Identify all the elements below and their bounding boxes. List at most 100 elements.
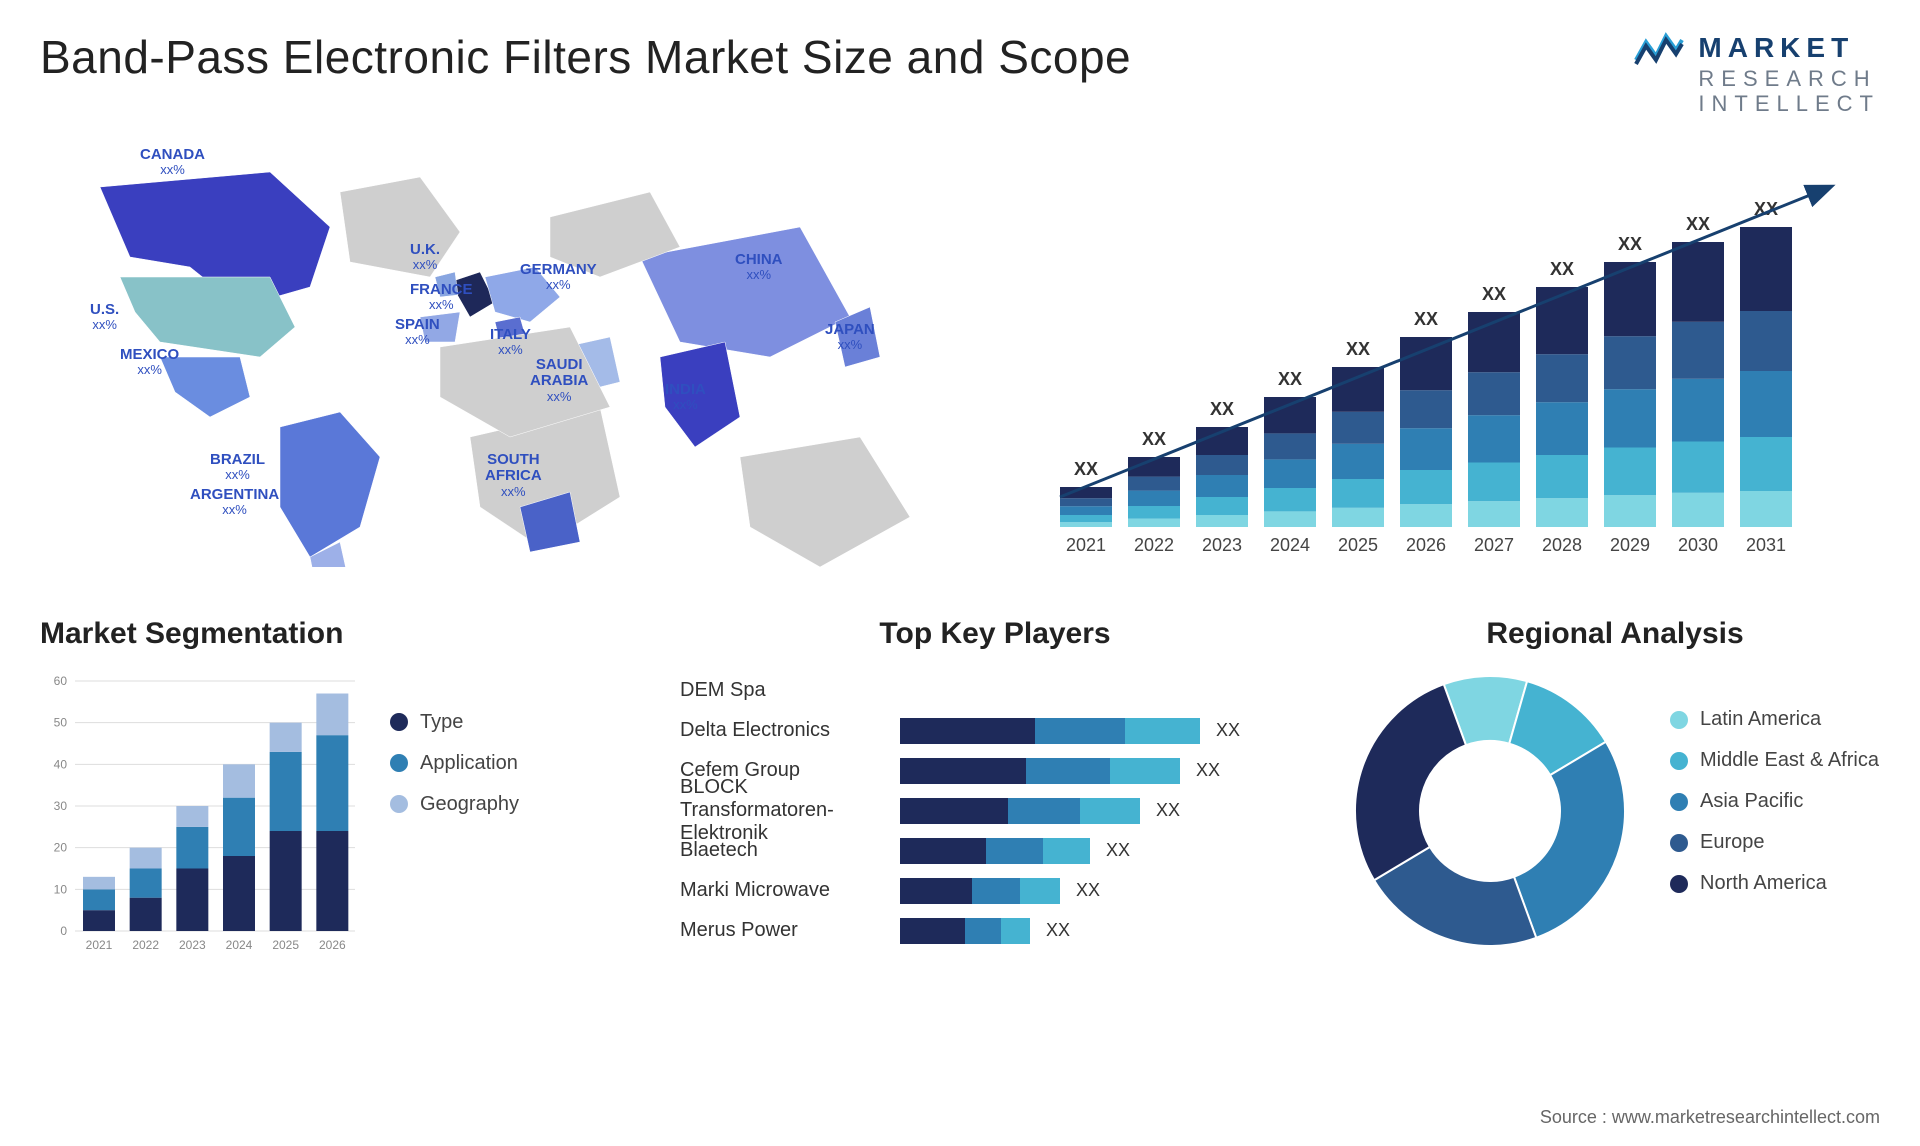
donut-chart xyxy=(1350,671,1630,951)
players-panel: Top Key Players DEM Spa Delta Electronics… xyxy=(680,617,1310,971)
svg-text:60: 60 xyxy=(54,674,68,688)
logo-text-1: MARKET xyxy=(1698,32,1854,64)
svg-text:2026: 2026 xyxy=(1406,535,1446,555)
player-value: XX xyxy=(1076,880,1100,901)
page-title: Band-Pass Electronic Filters Market Size… xyxy=(40,30,1131,84)
logo: MARKET RESEARCH INTELLECT xyxy=(1634,30,1880,117)
map-label: INDIAxx% xyxy=(665,382,706,413)
svg-text:XX: XX xyxy=(1550,259,1574,279)
player-name: Merus Power xyxy=(680,919,900,942)
player-value: XX xyxy=(1216,720,1240,741)
legend-item: Middle East & Africa xyxy=(1670,749,1879,772)
segmentation-chart: 0 10 20 30 40 50 60 2021 2022 2023 2024 2025 2026 xyxy=(40,671,370,971)
svg-text:2027: 2027 xyxy=(1474,535,1514,555)
header: Band-Pass Electronic Filters Market Size… xyxy=(40,30,1880,117)
player-value: XX xyxy=(1196,760,1220,781)
svg-text:2025: 2025 xyxy=(1338,535,1378,555)
map-label: MEXICOxx% xyxy=(120,347,179,378)
players-title: Top Key Players xyxy=(680,617,1310,651)
svg-text:2022: 2022 xyxy=(132,938,159,952)
svg-text:0: 0 xyxy=(60,924,67,938)
world-map: CANADAxx% U.S.xx%MEXICOxx% BRAZILxx% ARGENT… xyxy=(40,147,980,567)
segmentation-legend: Type Application Geography xyxy=(390,671,519,971)
svg-text:XX: XX xyxy=(1210,399,1234,419)
player-name: Marki Microwave xyxy=(680,879,900,902)
svg-text:2021: 2021 xyxy=(86,938,113,952)
regional-legend: Latin America Middle East & Africa Asia Pa… xyxy=(1670,708,1879,913)
forecast-chart: XX 2021 XX 2022 XX 2023 XX 2024 XX 2025 XX 2026 XX 20… xyxy=(1020,147,1880,567)
map-label: BRAZILxx% xyxy=(210,452,265,483)
segmentation-svg: 0 10 20 30 40 50 60 2021 2022 2023 2024 2025 2026 xyxy=(40,671,370,971)
bottom-section: Market Segmentation 0 10 20 30 40 50 60 2021 202… xyxy=(40,617,1880,971)
legend-item: Asia Pacific xyxy=(1670,790,1879,813)
svg-text:50: 50 xyxy=(54,715,68,729)
source-text: Source : www.marketresearchintellect.com xyxy=(1540,1107,1880,1128)
svg-text:XX: XX xyxy=(1686,214,1710,234)
logo-text-3: INTELLECT xyxy=(1698,91,1880,116)
map-label: SOUTHAFRICAxx% xyxy=(485,452,542,499)
segmentation-panel: Market Segmentation 0 10 20 30 40 50 60 2021 202… xyxy=(40,617,640,971)
player-name: DEM Spa xyxy=(680,679,900,702)
player-row: Delta Electronics XX xyxy=(680,711,1310,751)
map-label: ITALYxx% xyxy=(490,327,531,358)
svg-text:XX: XX xyxy=(1618,234,1642,254)
map-label: SPAINxx% xyxy=(395,317,440,348)
top-section: CANADAxx% U.S.xx%MEXICOxx% BRAZILxx% ARGENT… xyxy=(40,147,1880,567)
svg-text:30: 30 xyxy=(54,799,68,813)
svg-text:XX: XX xyxy=(1414,309,1438,329)
map-label: CANADAxx% xyxy=(140,147,205,178)
svg-text:2024: 2024 xyxy=(1270,535,1310,555)
player-value: XX xyxy=(1046,920,1070,941)
logo-icon xyxy=(1634,30,1684,66)
donut-svg xyxy=(1350,671,1630,951)
svg-text:2026: 2026 xyxy=(319,938,346,952)
svg-text:2029: 2029 xyxy=(1610,535,1650,555)
svg-text:2023: 2023 xyxy=(1202,535,1242,555)
player-name: Delta Electronics xyxy=(680,719,900,742)
svg-text:2030: 2030 xyxy=(1678,535,1718,555)
svg-text:2023: 2023 xyxy=(179,938,206,952)
svg-text:XX: XX xyxy=(1074,459,1098,479)
regional-title: Regional Analysis xyxy=(1350,617,1880,651)
forecast-svg: XX 2021 XX 2022 XX 2023 XX 2024 XX 2025 XX 2026 XX 20… xyxy=(1020,147,1880,567)
svg-text:XX: XX xyxy=(1482,284,1506,304)
regional-panel: Regional Analysis Latin America Middle Ea… xyxy=(1350,617,1880,971)
players-chart: DEM SpaDelta ElectronicsXXCefem GroupXXB… xyxy=(680,671,1310,951)
player-value: XX xyxy=(1156,800,1180,821)
player-name: BLOCK Transformatoren-Elektronik xyxy=(680,776,900,845)
svg-text:20: 20 xyxy=(54,840,68,854)
map-label: CHINAxx% xyxy=(735,252,783,283)
legend-item: Type xyxy=(390,711,519,734)
svg-text:40: 40 xyxy=(54,757,68,771)
svg-text:2021: 2021 xyxy=(1066,535,1106,555)
player-row: BLOCK Transformatoren-ElektronikXX xyxy=(680,791,1310,831)
map-label: GERMANYxx% xyxy=(520,262,597,293)
svg-text:2028: 2028 xyxy=(1542,535,1582,555)
svg-text:2024: 2024 xyxy=(226,938,253,952)
player-row: Marki Microwave XX xyxy=(680,871,1310,911)
legend-item: North America xyxy=(1670,872,1879,895)
map-label: SAUDIARABIAxx% xyxy=(530,357,588,404)
player-row: Merus Power XX xyxy=(680,911,1310,951)
svg-text:XX: XX xyxy=(1346,339,1370,359)
legend-item: Geography xyxy=(390,793,519,816)
legend-item: Europe xyxy=(1670,831,1879,854)
svg-text:2025: 2025 xyxy=(272,938,299,952)
map-label: U.S.xx% xyxy=(90,302,119,333)
player-name: Blaetech xyxy=(680,839,900,862)
logo-text-2: RESEARCH xyxy=(1698,66,1880,91)
svg-text:2022: 2022 xyxy=(1134,535,1174,555)
player-row: DEM Spa xyxy=(680,671,1310,711)
map-label: FRANCExx% xyxy=(410,282,473,313)
segmentation-title: Market Segmentation xyxy=(40,617,640,651)
map-label: JAPANxx% xyxy=(825,322,875,353)
svg-text:XX: XX xyxy=(1142,429,1166,449)
legend-item: Latin America xyxy=(1670,708,1879,731)
player-value: XX xyxy=(1106,840,1130,861)
map-label: U.K.xx% xyxy=(410,242,440,273)
svg-text:2031: 2031 xyxy=(1746,535,1786,555)
svg-text:10: 10 xyxy=(54,882,68,896)
svg-text:XX: XX xyxy=(1278,369,1302,389)
map-label: ARGENTINAxx% xyxy=(190,487,279,518)
legend-item: Application xyxy=(390,752,519,775)
